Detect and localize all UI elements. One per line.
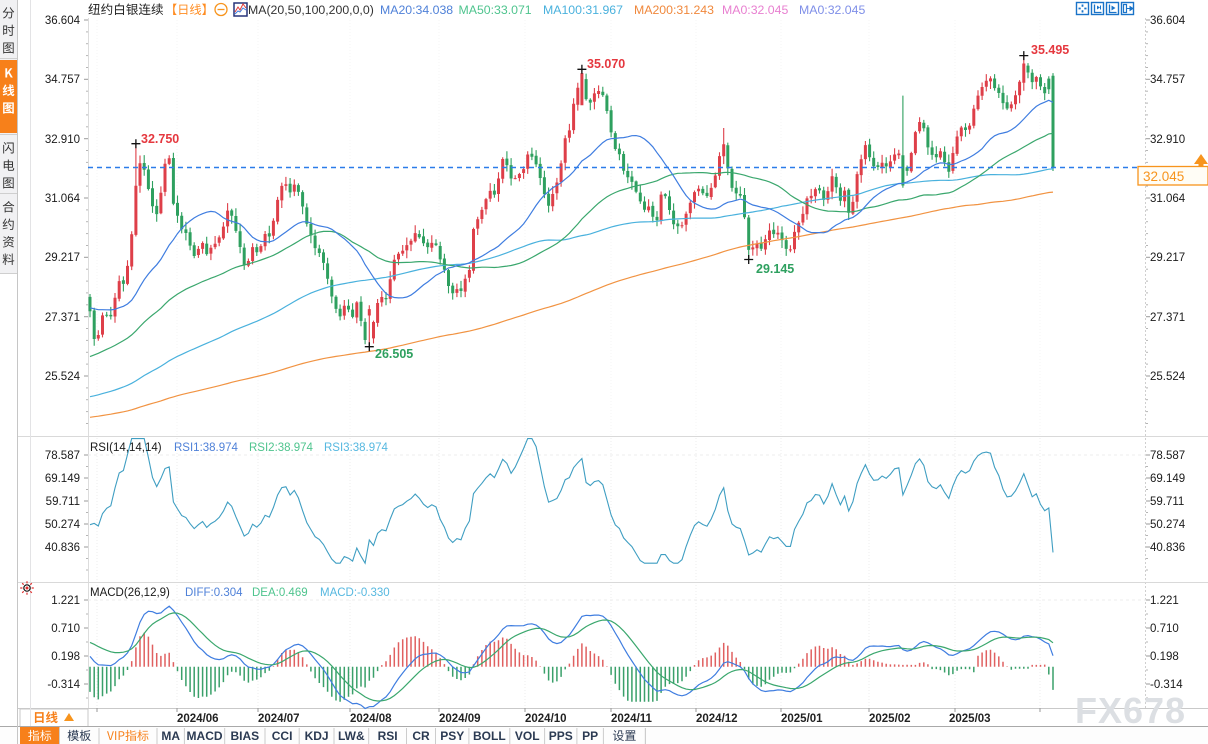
svg-text:36.604: 36.604	[1150, 15, 1186, 27]
svg-text:0.710: 0.710	[1150, 623, 1179, 635]
svg-text:29.217: 29.217	[1150, 252, 1185, 264]
svg-text:78.587: 78.587	[45, 450, 80, 462]
svg-text:2024/08: 2024/08	[350, 713, 392, 725]
svg-text:27.371: 27.371	[1150, 312, 1185, 324]
svg-text:35.070: 35.070	[587, 57, 625, 71]
svg-text:DIFF:0.304: DIFF:0.304	[185, 587, 243, 599]
svg-text:25.524: 25.524	[45, 371, 81, 383]
svg-text:31.064: 31.064	[45, 193, 81, 205]
svg-text:32.910: 32.910	[45, 134, 80, 146]
svg-text:MA50:33.071: MA50:33.071	[459, 3, 532, 17]
svg-text:0.710: 0.710	[51, 623, 80, 635]
svg-text:2025/02: 2025/02	[869, 713, 911, 725]
svg-text:MA200:31.243: MA200:31.243	[634, 3, 714, 17]
svg-text:2024/12: 2024/12	[696, 713, 738, 725]
svg-text:BOLL: BOLL	[473, 729, 506, 743]
svg-text:29.145: 29.145	[756, 262, 794, 276]
svg-text:KDJ: KDJ	[305, 729, 329, 743]
svg-text:25.524: 25.524	[1150, 371, 1186, 383]
svg-text:MA100:31.967: MA100:31.967	[543, 3, 623, 17]
svg-text:MA0:32.045: MA0:32.045	[722, 3, 788, 17]
svg-text:0.198: 0.198	[1150, 651, 1179, 663]
svg-text:59.711: 59.711	[46, 496, 80, 508]
svg-text:-0.314: -0.314	[1150, 679, 1183, 691]
svg-text:2024/07: 2024/07	[258, 713, 300, 725]
svg-text:1.221: 1.221	[1150, 595, 1179, 607]
svg-text:LW&: LW&	[338, 729, 365, 743]
svg-text:MA: MA	[161, 729, 180, 743]
svg-text:PPS: PPS	[549, 729, 573, 743]
svg-text:50.274: 50.274	[1150, 519, 1186, 531]
svg-text:36.604: 36.604	[45, 15, 81, 27]
svg-text:2024/10: 2024/10	[525, 713, 567, 725]
svg-text:2025/01: 2025/01	[781, 713, 823, 725]
svg-text:CCI: CCI	[272, 729, 293, 743]
svg-text:MA(20,50,100,200,0,0): MA(20,50,100,200,0,0)	[248, 3, 374, 17]
svg-text:RSI3:38.974: RSI3:38.974	[324, 442, 389, 454]
svg-text:1.221: 1.221	[51, 595, 80, 607]
svg-text:32.910: 32.910	[1150, 134, 1185, 146]
svg-text:MA20:34.038: MA20:34.038	[380, 3, 453, 17]
svg-text:MACD: MACD	[187, 729, 223, 743]
svg-text:RSI(14,14,14): RSI(14,14,14)	[90, 442, 162, 454]
svg-text:78.587: 78.587	[1150, 450, 1185, 462]
svg-text:CR: CR	[412, 729, 430, 743]
svg-text:69.149: 69.149	[45, 473, 80, 485]
svg-text:35.495: 35.495	[1031, 43, 1069, 57]
svg-text:PP: PP	[582, 729, 598, 743]
svg-text:MACD:-0.330: MACD:-0.330	[320, 587, 390, 599]
svg-text:DEA:0.469: DEA:0.469	[252, 587, 308, 599]
svg-text:40.836: 40.836	[1150, 542, 1185, 554]
svg-text:PSY: PSY	[440, 729, 464, 743]
svg-text:RSI2:38.974: RSI2:38.974	[249, 442, 314, 454]
svg-text:RSI: RSI	[378, 729, 398, 743]
svg-text:-0.314: -0.314	[47, 679, 80, 691]
svg-text:2025/03: 2025/03	[949, 713, 991, 725]
svg-text:0.198: 0.198	[51, 651, 80, 663]
svg-text:RSI1:38.974: RSI1:38.974	[174, 442, 239, 454]
svg-text:2024/09: 2024/09	[439, 713, 481, 725]
svg-text:31.064: 31.064	[1150, 193, 1186, 205]
svg-text:27.371: 27.371	[45, 312, 80, 324]
svg-text:2024/11: 2024/11	[611, 713, 653, 725]
svg-text:29.217: 29.217	[45, 252, 80, 264]
svg-text:32.750: 32.750	[141, 132, 179, 146]
svg-text:50.274: 50.274	[45, 519, 81, 531]
svg-text:MACD(26,12,9): MACD(26,12,9)	[90, 587, 170, 599]
svg-text:32.045: 32.045	[1143, 169, 1184, 184]
svg-text:69.149: 69.149	[1150, 473, 1185, 485]
svg-text:34.757: 34.757	[1150, 74, 1185, 86]
svg-text:VOL: VOL	[515, 729, 540, 743]
svg-text:59.711: 59.711	[1150, 496, 1184, 508]
svg-text:BIAS: BIAS	[231, 729, 260, 743]
svg-text:34.757: 34.757	[45, 74, 80, 86]
svg-text:FX678: FX678	[1075, 690, 1186, 731]
svg-text:26.505: 26.505	[375, 347, 413, 361]
svg-text:MA0:32.045: MA0:32.045	[799, 3, 865, 17]
svg-text:2024/06: 2024/06	[177, 713, 219, 725]
svg-text:40.836: 40.836	[45, 542, 80, 554]
